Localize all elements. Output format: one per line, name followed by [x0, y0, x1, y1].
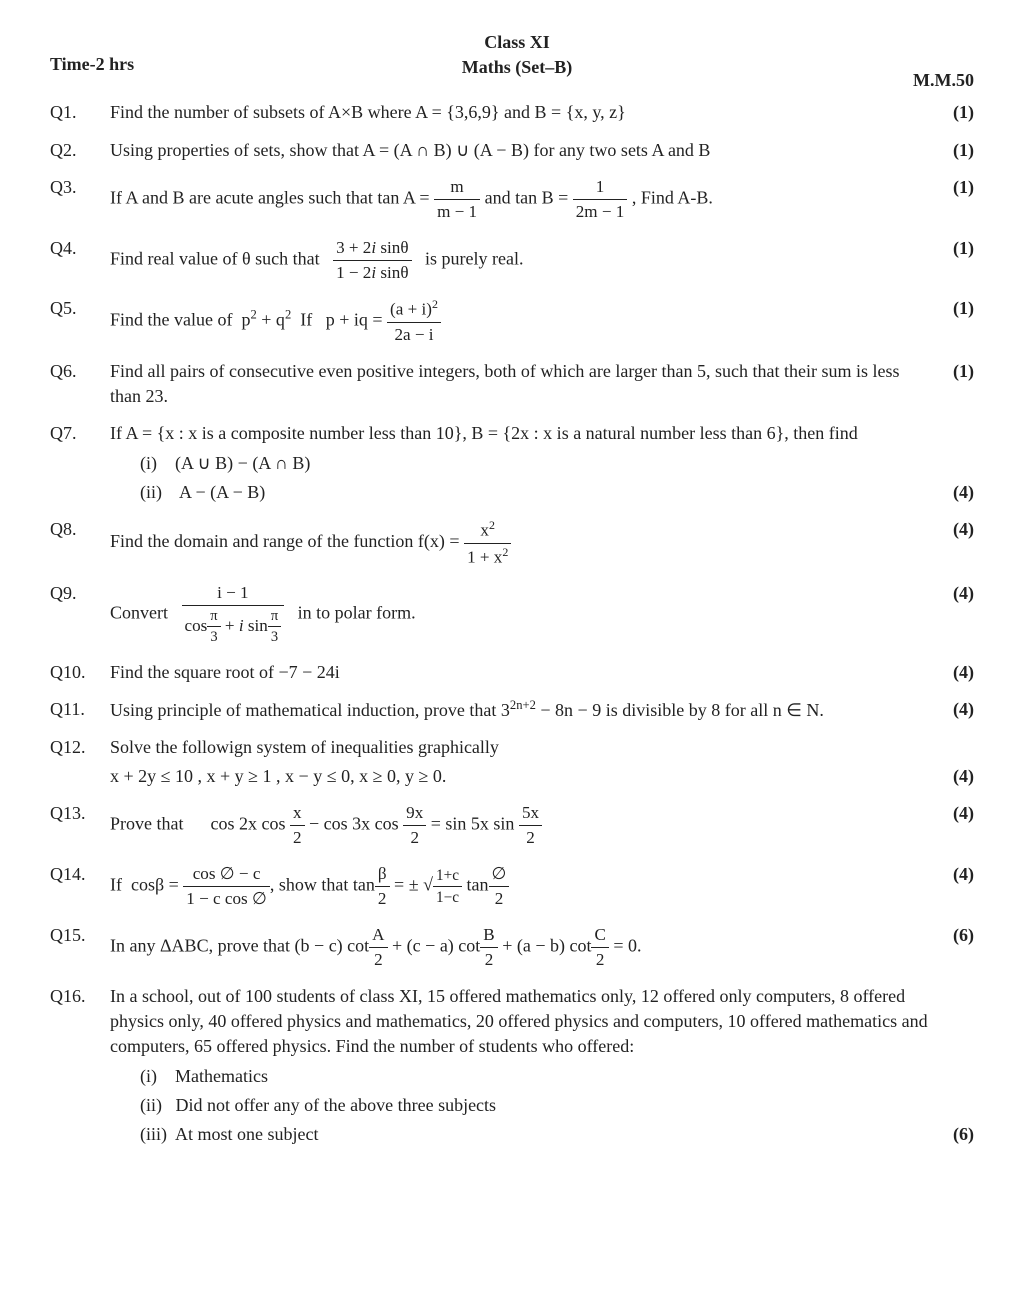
question-number: Q6.	[50, 359, 110, 409]
question-marks: (1)	[953, 359, 974, 384]
question-number: Q3.	[50, 175, 110, 224]
question-number: Q8.	[50, 517, 110, 569]
question: Q1.Find the number of subsets of A×B whe…	[50, 100, 984, 125]
question-text: Find the value of p2 + q2 If p + iq = (a…	[110, 296, 984, 347]
question-text: Prove that cos 2x cos x2 − cos 3x cos 9x…	[110, 801, 984, 850]
question-statement: Prove that cos 2x cos x2 − cos 3x cos 9x…	[110, 801, 934, 850]
question-subpart: (ii) Did not offer any of the above thre…	[140, 1093, 934, 1118]
class-title: Class XI	[50, 30, 984, 55]
question-statement: Find the value of p2 + q2 If p + iq = (a…	[110, 296, 934, 347]
question-marks: (6)	[953, 1122, 974, 1147]
question-marks: (4)	[953, 660, 974, 685]
question-number: Q14.	[50, 862, 110, 911]
question-text: If A and B are acute angles such that ta…	[110, 175, 984, 224]
question-number: Q1.	[50, 100, 110, 125]
question-statement: Using principle of mathematical inductio…	[110, 697, 934, 723]
question: Q7.If A = {x : x is a composite number l…	[50, 421, 984, 505]
question-marks: (1)	[953, 175, 974, 200]
question: Q11.Using principle of mathematical indu…	[50, 697, 984, 723]
question-text: In any ΔABC, prove that (b − c) cotA2 + …	[110, 923, 984, 972]
question-marks: (4)	[953, 697, 974, 722]
question-text: Find the domain and range of the functio…	[110, 517, 984, 569]
question-statement: Find the domain and range of the functio…	[110, 517, 934, 569]
question-text: In a school, out of 100 students of clas…	[110, 984, 984, 1147]
question-number: Q4.	[50, 236, 110, 285]
question-statement: Find the square root of −7 − 24i	[110, 660, 934, 685]
question-number: Q12.	[50, 735, 110, 789]
question: Q10.Find the square root of −7 − 24i (4)	[50, 660, 984, 685]
question-statement: Find real value of θ such that 3 + 2i si…	[110, 236, 934, 285]
question-list: Q1.Find the number of subsets of A×B whe…	[50, 100, 984, 1147]
question-number: Q10.	[50, 660, 110, 685]
question-text: Find the square root of −7 − 24i	[110, 660, 984, 685]
question: Q6.Find all pairs of consecutive even po…	[50, 359, 984, 409]
question: Q13.Prove that cos 2x cos x2 − cos 3x co…	[50, 801, 984, 850]
question-marks: (4)	[953, 801, 974, 826]
question-marks: (6)	[953, 923, 974, 948]
question-number: Q13.	[50, 801, 110, 850]
question-text: Find the number of subsets of A×B where …	[110, 100, 984, 125]
question-statement: If A and B are acute angles such that ta…	[110, 175, 934, 224]
question-text: Using principle of mathematical inductio…	[110, 697, 984, 723]
question-statement: Convert i − 1cosπ3 + i sinπ3 in to polar…	[110, 581, 934, 648]
question-text: Convert i − 1cosπ3 + i sinπ3 in to polar…	[110, 581, 984, 648]
question-marks: (1)	[953, 296, 974, 321]
question-number: Q11.	[50, 697, 110, 723]
question: Q14.If cosβ = cos ∅ − c1 − c cos ∅, show…	[50, 862, 984, 911]
question: Q12.Solve the followign system of inequa…	[50, 735, 984, 789]
question-subpart: (ii) A − (A − B)	[140, 480, 934, 505]
question: Q4.Find real value of θ such that 3 + 2i…	[50, 236, 984, 285]
question-number: Q15.	[50, 923, 110, 972]
question-marks: (4)	[953, 517, 974, 542]
question-marks: (4)	[953, 764, 974, 789]
question-number: Q16.	[50, 984, 110, 1147]
question-statement: Find the number of subsets of A×B where …	[110, 100, 934, 125]
question-subline: x + 2y ≤ 10 , x + y ≥ 1 , x − y ≤ 0, x ≥…	[110, 764, 934, 789]
question: Q15.In any ΔABC, prove that (b − c) cotA…	[50, 923, 984, 972]
question-text: Find all pairs of consecutive even posit…	[110, 359, 984, 409]
question-text: Find real value of θ such that 3 + 2i si…	[110, 236, 984, 285]
question-number: Q7.	[50, 421, 110, 505]
max-marks: M.M.50	[913, 68, 974, 93]
question-text: Using properties of sets, show that A = …	[110, 138, 984, 163]
question-subpart: (i) (A ∪ B) − (A ∩ B)	[140, 451, 934, 476]
question-number: Q2.	[50, 138, 110, 163]
question-statement: If A = {x : x is a composite number less…	[110, 421, 934, 446]
question-statement: If cosβ = cos ∅ − c1 − c cos ∅, show tha…	[110, 862, 934, 911]
question-subpart: (i) Mathematics	[140, 1064, 934, 1089]
question: Q16.In a school, out of 100 students of …	[50, 984, 984, 1147]
question-marks: (4)	[953, 581, 974, 606]
question-marks: (4)	[953, 480, 974, 505]
question-text: If A = {x : x is a composite number less…	[110, 421, 984, 505]
question-marks: (4)	[953, 862, 974, 887]
question: Q9.Convert i − 1cosπ3 + i sinπ3 in to po…	[50, 581, 984, 648]
question-statement: Solve the followign system of inequaliti…	[110, 735, 934, 760]
question: Q8.Find the domain and range of the func…	[50, 517, 984, 569]
paper-header: Class XI Maths (Set–B) Time-2 hrs M.M.50	[50, 30, 984, 80]
question-statement: In a school, out of 100 students of clas…	[110, 984, 934, 1060]
question-text: Solve the followign system of inequaliti…	[110, 735, 984, 789]
question-text: If cosβ = cos ∅ − c1 − c cos ∅, show tha…	[110, 862, 984, 911]
question-marks: (1)	[953, 138, 974, 163]
question-statement: In any ΔABC, prove that (b − c) cotA2 + …	[110, 923, 934, 972]
question: Q2.Using properties of sets, show that A…	[50, 138, 984, 163]
question: Q5.Find the value of p2 + q2 If p + iq =…	[50, 296, 984, 347]
question-marks: (1)	[953, 236, 974, 261]
question-statement: Using properties of sets, show that A = …	[110, 138, 934, 163]
question-number: Q5.	[50, 296, 110, 347]
question-statement: Find all pairs of consecutive even posit…	[110, 359, 934, 409]
question-subpart: (iii) At most one subject	[140, 1122, 934, 1147]
question-number: Q9.	[50, 581, 110, 648]
question: Q3.If A and B are acute angles such that…	[50, 175, 984, 224]
time-label: Time-2 hrs	[50, 52, 134, 77]
question-marks: (1)	[953, 100, 974, 125]
subject-title: Maths (Set–B)	[50, 55, 984, 80]
